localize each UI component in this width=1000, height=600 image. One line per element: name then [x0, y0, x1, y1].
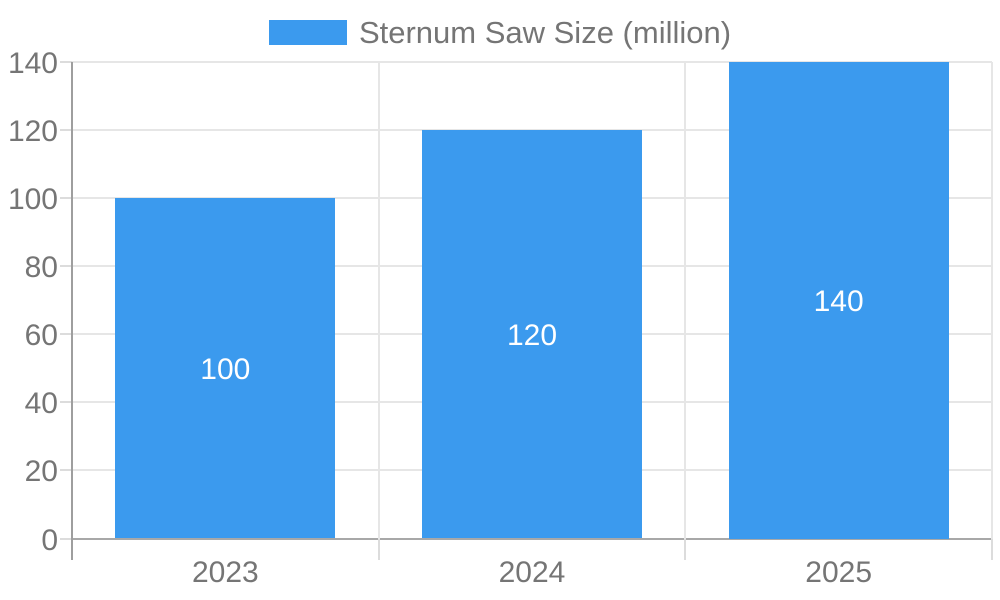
y-tick-label: 20: [24, 455, 58, 489]
category-boundary-gridline: [991, 62, 993, 539]
y-tick-label: 0: [41, 523, 58, 557]
chart-legend: Sternum Saw Size (million): [0, 14, 1000, 50]
legend-swatch-icon: [268, 20, 347, 45]
x-tick-mark: [991, 538, 993, 560]
bar-value-label: 140: [813, 285, 864, 319]
y-tick-label: 140: [7, 47, 58, 80]
y-gridline: [72, 61, 992, 63]
x-axis-baseline: [71, 537, 992, 540]
bar-value-label: 120: [506, 319, 558, 353]
x-tick-mark: [377, 538, 380, 560]
y-tick-mark: [60, 537, 72, 540]
x-tick-mark: [684, 538, 687, 560]
category-boundary-gridline: [684, 62, 687, 539]
x-tick-label: 2023: [191, 556, 259, 589]
y-tick-mark: [60, 197, 72, 200]
y-tick-mark: [60, 469, 72, 472]
y-tick-mark: [60, 61, 72, 63]
bar: [115, 198, 336, 539]
x-tick-label: 2024: [498, 556, 566, 589]
legend-label: Sternum Saw Size (million): [358, 14, 732, 50]
x-tick-label: 2025: [805, 556, 873, 589]
y-tick-label: 40: [24, 387, 58, 421]
bar-value-label: 100: [200, 353, 251, 387]
y-tick-label: 60: [24, 319, 58, 353]
y-tick-mark: [60, 333, 72, 336]
y-tick-label: 120: [7, 115, 58, 149]
bar: [422, 130, 642, 539]
y-tick-mark: [60, 129, 72, 132]
category-boundary-gridline: [377, 62, 380, 539]
y-axis-line: [71, 62, 73, 560]
y-tick-mark: [60, 401, 72, 404]
y-tick-label: 100: [7, 183, 58, 217]
y-tick-mark: [60, 265, 72, 268]
y-tick-label: 80: [24, 251, 58, 285]
bar: [728, 62, 949, 539]
